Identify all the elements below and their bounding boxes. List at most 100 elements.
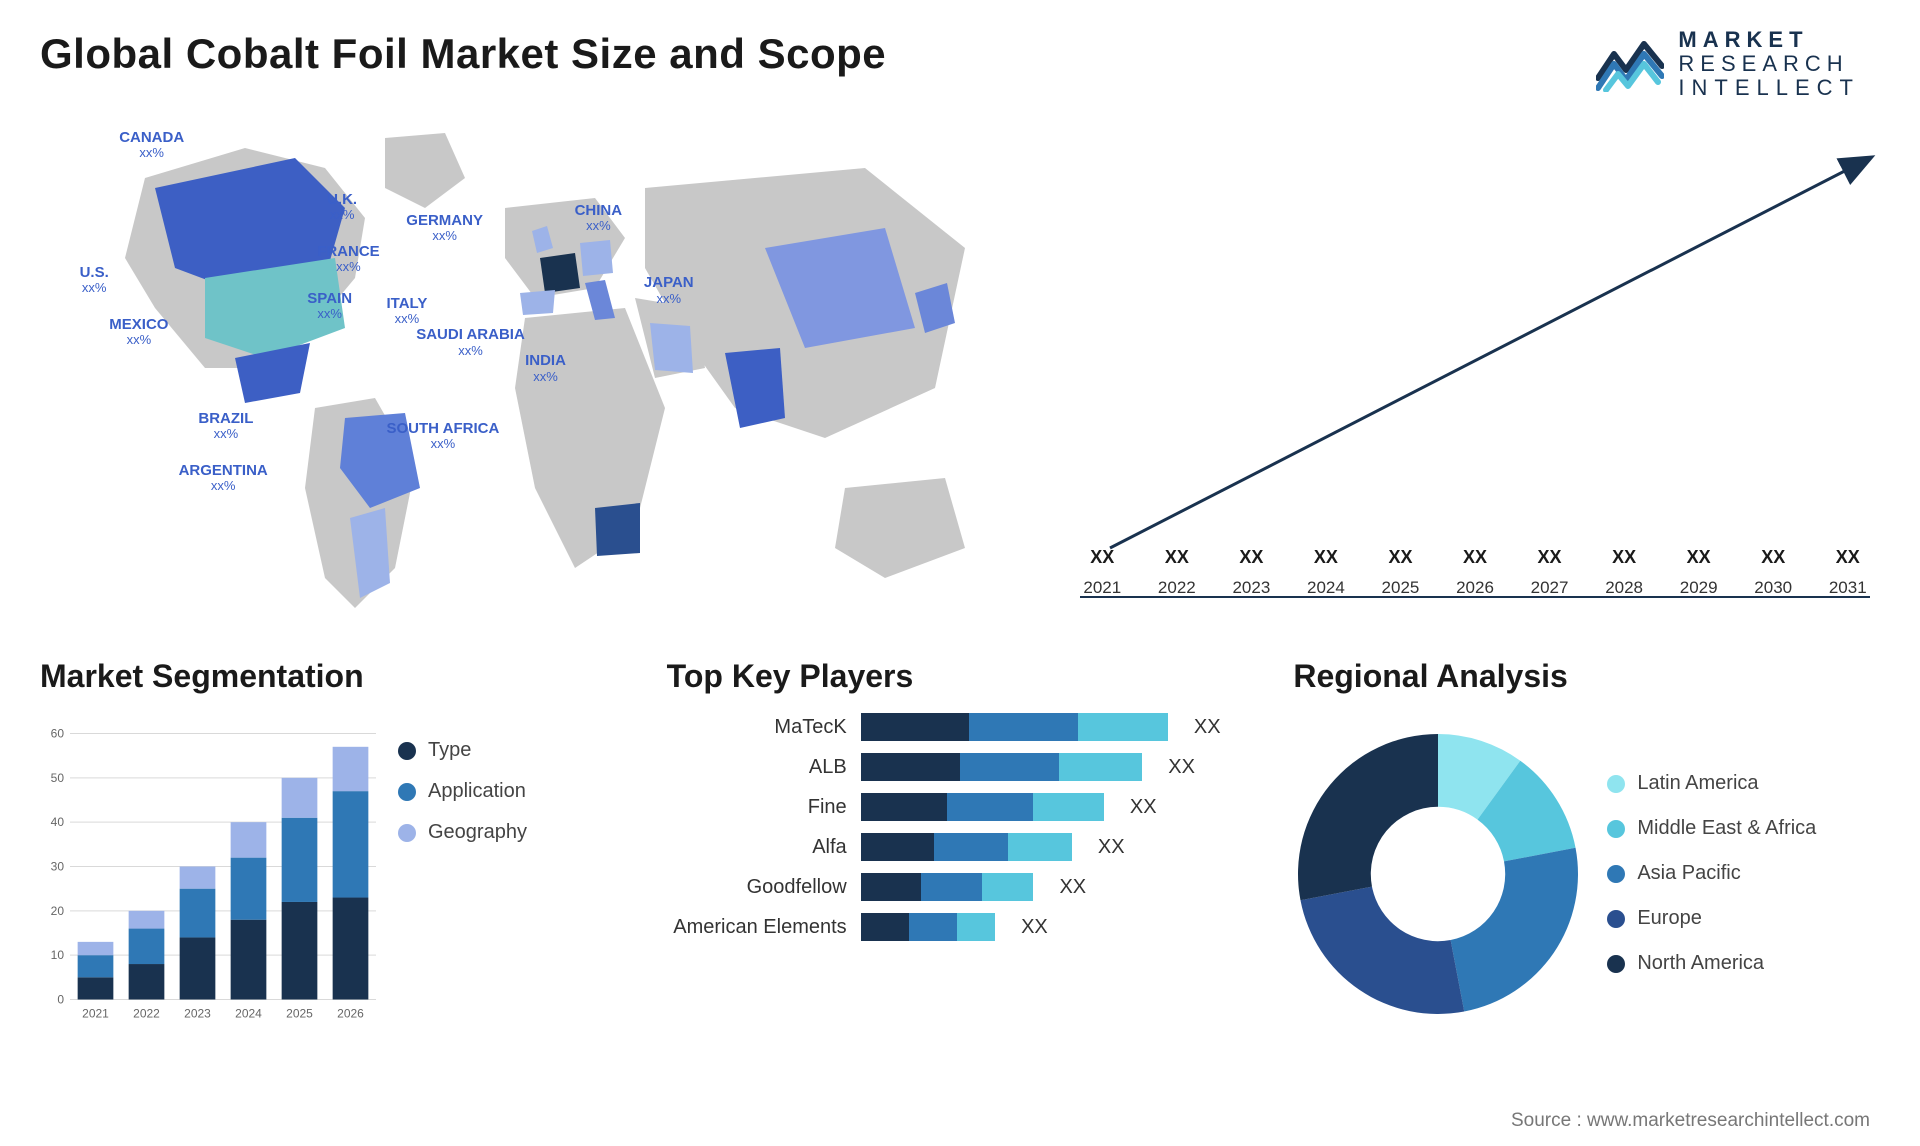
segmentation-legend-item: Type [398,739,527,762]
growth-bar-2031: XX2031 [1815,547,1880,598]
growth-chart: XX2021XX2022XX2023XX2024XX2025XX2026XX20… [1070,108,1880,628]
segmentation-legend-item: Application [398,780,527,803]
key-player-name: American Elements [667,916,847,939]
growth-bar-label: XX [1165,547,1189,568]
map-label-germany: GERMANYxx% [406,212,483,244]
key-player-bar [861,913,995,941]
key-player-bar [861,873,1034,901]
legend-label: North America [1637,952,1764,975]
legend-label: Geography [428,821,527,844]
growth-bar-label: XX [1612,547,1636,568]
map-label-brazil: BRAZILxx% [198,410,253,442]
map-label-india: INDIAxx% [525,352,566,384]
legend-label: Europe [1637,907,1702,930]
svg-text:0: 0 [57,993,64,1007]
legend-swatch [1607,865,1625,883]
page-root: Global Cobalt Foil Market Size and Scope… [0,0,1920,1146]
regional-legend-item: Middle East & Africa [1607,817,1816,840]
legend-swatch [398,742,416,760]
logo-line2: RESEARCH [1678,52,1860,76]
growth-bar-label: XX [1463,547,1487,568]
growth-bar-2030: XX 2030 [1741,547,1806,598]
key-player-value: XX [1130,796,1157,819]
growth-year-label: 2022 [1158,578,1196,598]
svg-text:2022: 2022 [133,1007,160,1021]
key-players-chart: MaTecKXXALBXXFineXXAlfaXXGoodfellowXXAme… [667,709,1254,1038]
logo: MARKET RESEARCH INTELLECT [1596,28,1860,101]
growth-bar-label: XX [1090,547,1114,568]
key-player-row: Alfa XX [667,833,1254,861]
growth-year-label: 2028 [1605,578,1643,598]
map-label-france: FRANCExx% [317,243,380,275]
key-player-value: XX [1059,876,1086,899]
growth-bar-label: XX [1388,547,1412,568]
key-player-name: ALB [667,756,847,779]
growth-bar-2022: XX 2022 [1145,547,1210,598]
key-player-bar [861,793,1104,821]
key-player-bar [861,713,1168,741]
growth-bar-label: XX [1314,547,1338,568]
svg-text:2024: 2024 [235,1007,262,1021]
logo-line1: MARKET [1678,28,1860,52]
growth-year-label: 2021 [1083,578,1121,598]
segmentation-panel: Market Segmentation 01020304050602021202… [40,658,627,1038]
growth-bars: XX2021XX2022XX2023XX2024XX2025XX2026XX20… [1070,178,1880,598]
key-player-row: FineXX [667,793,1254,821]
map-label-china: CHINAxx% [575,202,623,234]
growth-bar-label: XX [1538,547,1562,568]
growth-year-label: 2023 [1232,578,1270,598]
growth-year-label: 2029 [1680,578,1718,598]
source-attribution: Source : www.marketresearchintellect.com [1511,1110,1870,1132]
regional-panel: Regional Analysis Latin AmericaMiddle Ea… [1293,658,1880,1038]
growth-year-label: 2024 [1307,578,1345,598]
svg-text:10: 10 [51,948,65,962]
regional-legend-item: Latin America [1607,772,1816,795]
growth-bar-label: XX [1687,547,1711,568]
legend-swatch [1607,775,1625,793]
key-player-row: MaTecKXX [667,713,1254,741]
regional-legend: Latin America Middle East & Africa Asia Pa… [1607,772,1816,975]
svg-text:30: 30 [51,860,65,874]
growth-bar-2028: XX 2028 [1592,547,1657,598]
growth-year-label: 2030 [1754,578,1792,598]
key-player-value: XX [1168,756,1195,779]
key-player-value: XX [1021,916,1048,939]
map-label-italy: ITALYxx% [387,295,428,327]
map-label-canada: CANADAxx% [119,129,184,161]
legend-swatch [1607,910,1625,928]
map-label-argentina: ARGENTINAxx% [179,462,268,494]
legend-label: Asia Pacific [1637,862,1740,885]
growth-x-axis [1080,596,1870,598]
key-player-name: MaTecK [667,716,847,739]
svg-text:50: 50 [51,771,65,785]
svg-text:20: 20 [51,904,65,918]
key-player-name: Alfa [667,836,847,859]
key-players-panel: Top Key Players MaTecKXXALBXXFineXXAlfaX… [667,658,1254,1038]
key-players-title: Top Key Players [667,658,1254,695]
key-player-value: XX [1098,836,1125,859]
logo-line3: INTELLECT [1678,76,1860,100]
segmentation-chart: 0102030405060202120222023202420252026 [40,709,380,1038]
svg-text:2021: 2021 [82,1007,109,1021]
growth-bar-label: XX [1239,547,1263,568]
growth-bar-2024: XX 2024 [1294,547,1359,598]
key-player-row: American Elements XX [667,913,1254,941]
regional-legend-item: Asia Pacific [1607,862,1816,885]
growth-bar-2023: XX 2023 [1219,547,1284,598]
map-label-south-africa: SOUTH AFRICAxx% [387,420,500,452]
map-label-mexico: MEXICOxx% [109,316,168,348]
map-label-spain: SPAINxx% [307,290,352,322]
growth-year-label: 2025 [1382,578,1420,598]
growth-bar-label: XX [1761,547,1785,568]
legend-swatch [398,783,416,801]
growth-bar-label: XX [1836,547,1860,568]
legend-swatch [1607,820,1625,838]
legend-label: Latin America [1637,772,1758,795]
growth-year-label: 2026 [1456,578,1494,598]
svg-text:2025: 2025 [286,1007,313,1021]
segmentation-legend: Type Application Geography [398,709,527,1038]
legend-swatch [1607,955,1625,973]
segmentation-legend-item: Geography [398,821,527,844]
legend-swatch [398,824,416,842]
svg-text:60: 60 [51,727,65,741]
